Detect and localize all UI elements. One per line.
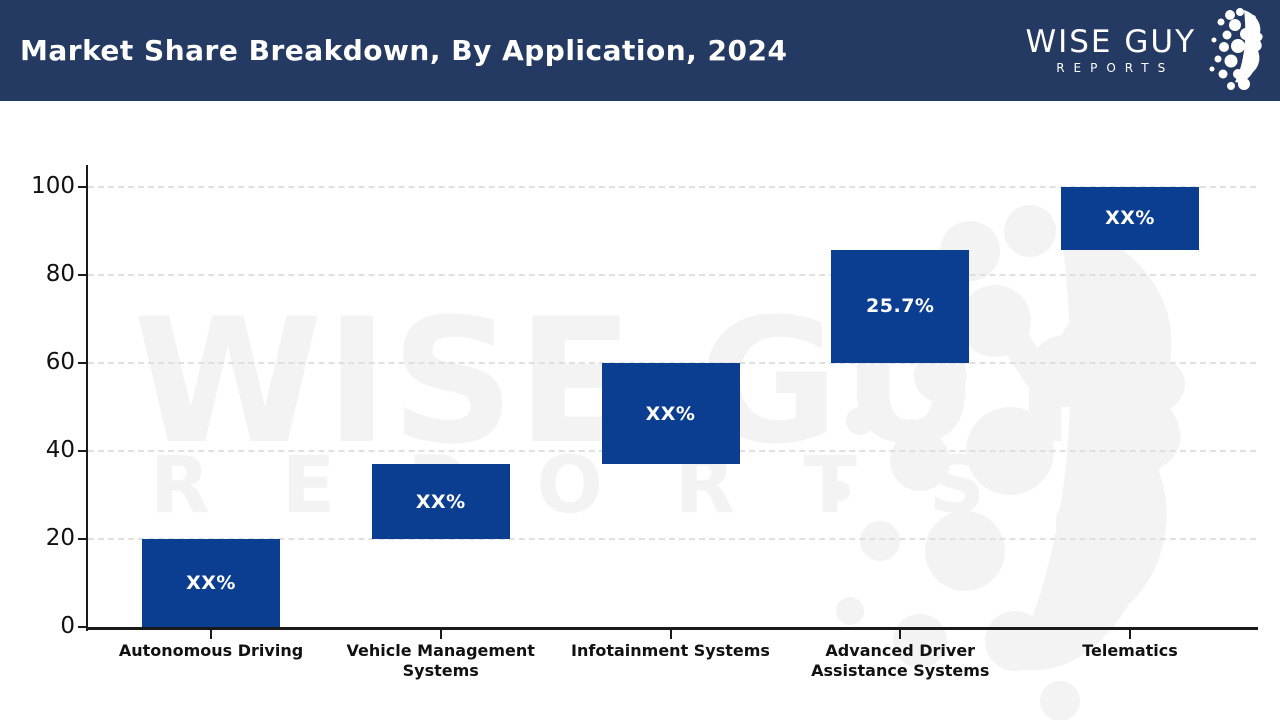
logo-text: WISE GUY REPORTS [1025, 25, 1196, 74]
bar-3: 25.7% [831, 249, 970, 363]
y-tick-label-0: 0 [60, 613, 75, 639]
y-tick-label-100: 100 [31, 173, 75, 199]
bar-0: XX% [142, 539, 280, 627]
y-tick-label-40: 40 [45, 437, 75, 463]
bar-1: XX% [371, 464, 510, 539]
bar-value-label: XX% [415, 490, 466, 513]
y-tick-label-80: 80 [45, 261, 75, 287]
bar-value-label: XX% [645, 402, 696, 425]
gridline-20 [88, 538, 1256, 540]
y-tick-0 [78, 626, 87, 628]
y-tick-80 [78, 274, 87, 276]
x-category-label: Autonomous Driving [118, 641, 304, 660]
y-tick-100 [78, 186, 87, 188]
chart-area: WISE GUY REPORTS 0 20 40 60 80 100 XX% Autonomo… [0, 101, 1280, 720]
wise-guy-reports-logo: WISE GUY REPORTS [1025, 6, 1266, 94]
x-category-label: Advanced Driver Assistance Systems [811, 641, 990, 680]
x-category-label: Infotainment Systems [571, 641, 770, 660]
bar-value-label: 25.7% [866, 295, 935, 318]
gridline-80 [88, 274, 1256, 276]
dotted-head-icon [1209, 8, 1263, 90]
logo-subtitle: REPORTS [1056, 60, 1175, 75]
x-tick-2 [669, 630, 672, 639]
x-category-label: Telematics [1082, 641, 1178, 660]
logo-wordmark: WISE GUY [1025, 24, 1196, 61]
header-bar: Market Share Breakdown, By Application, … [0, 0, 1280, 101]
bar-2: XX% [601, 363, 740, 465]
gridline-100 [88, 186, 1256, 188]
x-category-label: Vehicle Management Systems [346, 641, 535, 680]
bar-value-label: XX% [186, 572, 236, 594]
x-tick-0 [210, 630, 212, 639]
y-axis-line [86, 165, 88, 631]
x-tick-1 [439, 630, 442, 639]
x-tick-4 [1129, 630, 1131, 639]
x-tick-3 [899, 630, 902, 639]
bar-4: XX% [1061, 187, 1199, 250]
y-tick-label-20: 20 [45, 525, 75, 551]
bar-value-label: XX% [1105, 207, 1155, 230]
y-tick-60 [78, 362, 87, 364]
page-title: Market Share Breakdown, By Application, … [20, 34, 788, 67]
x-axis-line [86, 627, 1258, 630]
y-tick-20 [78, 538, 87, 540]
y-tick-40 [78, 450, 87, 452]
y-tick-label-60: 60 [45, 349, 75, 375]
